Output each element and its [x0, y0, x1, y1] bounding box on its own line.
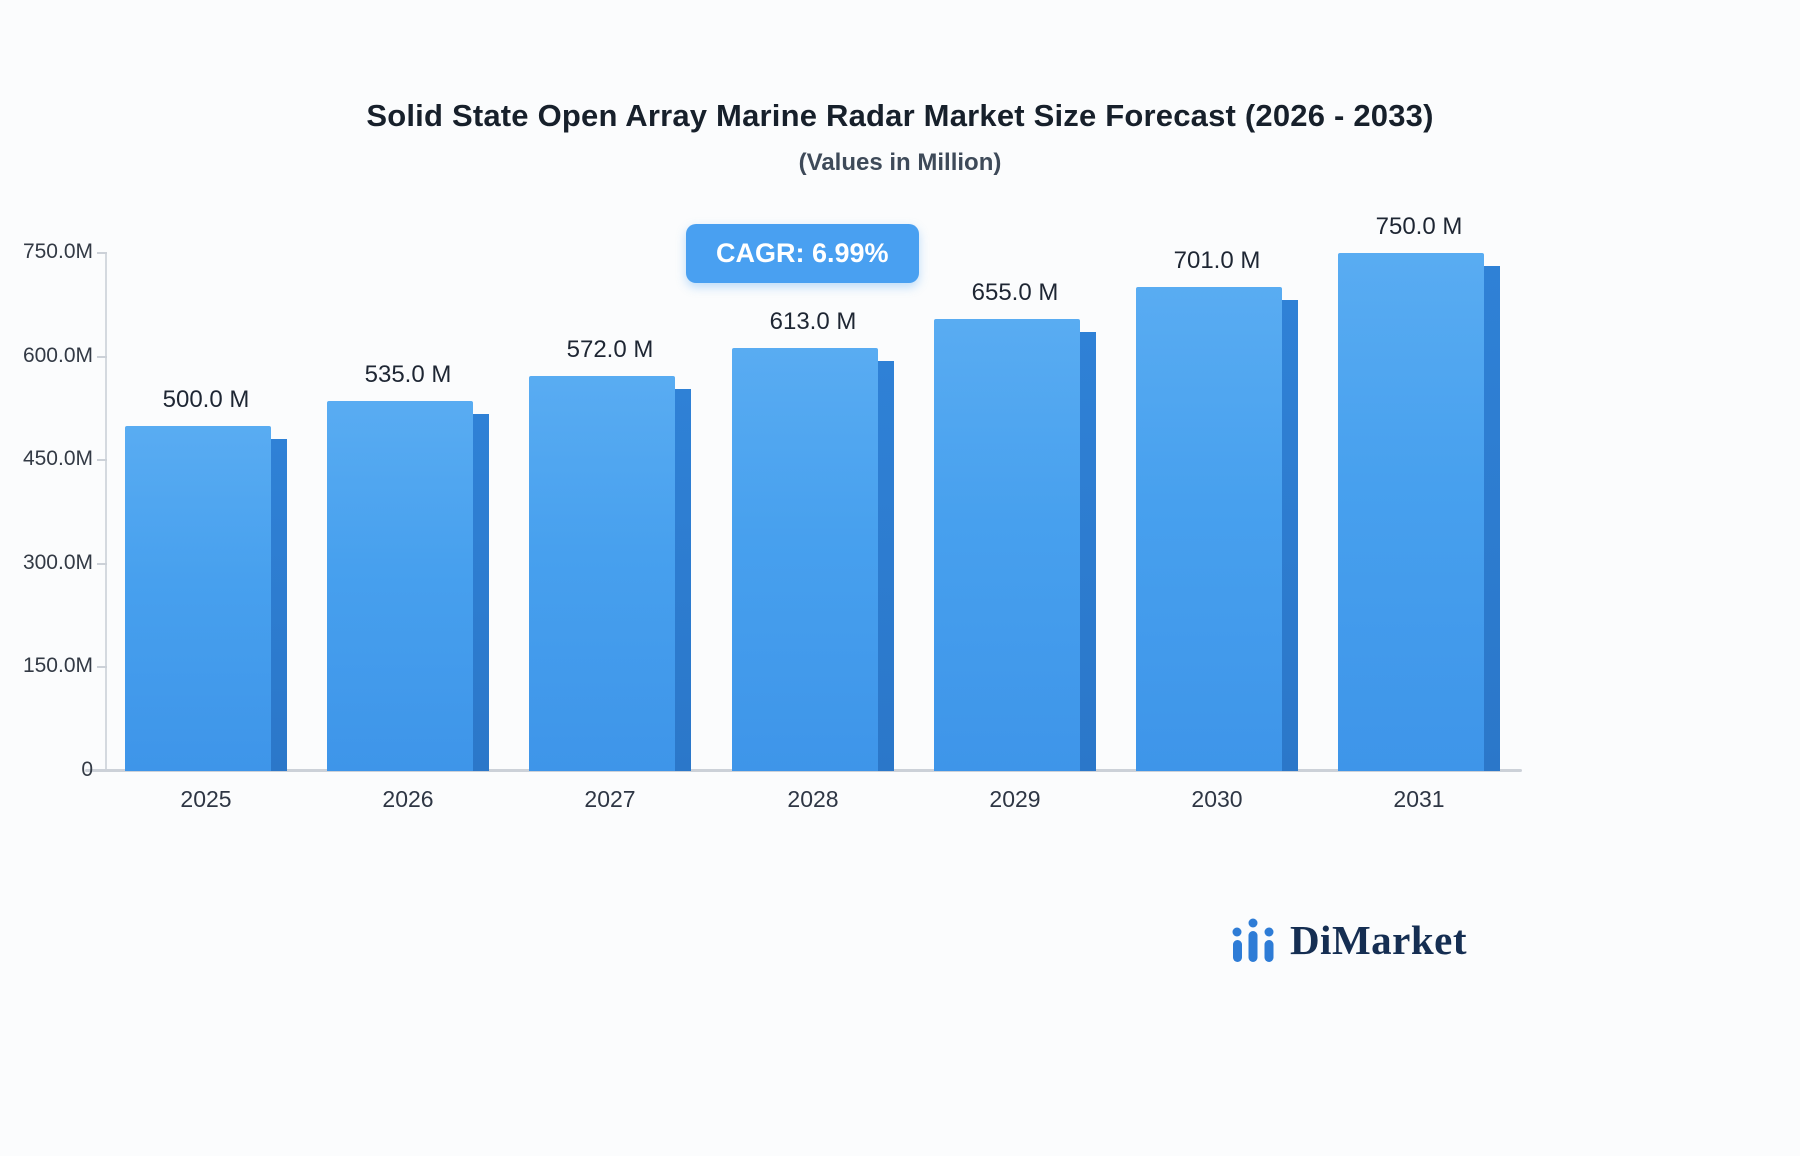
- bar: 535.0 M: [327, 361, 489, 771]
- y-axis-line: [105, 253, 107, 771]
- y-axis-label: 300.0M: [22, 551, 93, 574]
- x-axis-label: 2027: [584, 786, 636, 812]
- bar-face: [529, 376, 675, 771]
- bar-value-label: 750.0 M: [1375, 213, 1463, 240]
- bar-face: [934, 319, 1080, 771]
- bar-face: [1136, 287, 1282, 771]
- bar-side-shadow: [1282, 300, 1298, 771]
- bar-value-label: 613.0 M: [769, 308, 857, 335]
- bar-side-shadow: [1484, 266, 1500, 771]
- y-axis-tick: [97, 770, 107, 772]
- x-axis-label: 2026: [382, 786, 434, 812]
- x-axis-label: 2031: [1393, 786, 1445, 812]
- brand-logo: DiMarket: [1230, 916, 1467, 964]
- plot-area: 500.0 M 535.0 M 572.0 M 613.0 M 655.0 M 701.0…: [105, 213, 1520, 771]
- cagr-badge: CAGR: 6.99%: [686, 224, 919, 283]
- x-axis-label: 2030: [1191, 786, 1243, 812]
- y-axis-tick: [97, 356, 107, 358]
- x-axis-label: 2025: [180, 786, 232, 812]
- bar-side-shadow: [1080, 332, 1096, 771]
- bar-face: [732, 348, 878, 771]
- bar-side-shadow: [271, 439, 287, 771]
- y-axis-label: 150.0M: [22, 654, 93, 677]
- bar-value-label: 701.0 M: [1173, 247, 1261, 274]
- bar: 701.0 M: [1136, 247, 1298, 771]
- bar: 655.0 M: [934, 279, 1096, 771]
- bar-value-label: 655.0 M: [971, 279, 1059, 306]
- bar: 750.0 M: [1338, 213, 1500, 771]
- bar-side-shadow: [473, 414, 489, 771]
- bar-side-shadow: [878, 361, 894, 771]
- chart-subtitle: (Values in Million): [798, 149, 1002, 176]
- y-axis-tick: [97, 459, 107, 461]
- bar-side-shadow: [675, 389, 691, 771]
- bar-face: [125, 426, 271, 771]
- y-axis-label: 450.0M: [22, 447, 93, 470]
- x-axis-label: 2029: [989, 786, 1041, 812]
- bar: 500.0 M: [125, 386, 287, 771]
- y-axis-label: 600.0M: [22, 344, 93, 367]
- y-axis-tick: [97, 666, 107, 668]
- y-axis-tick: [97, 563, 107, 565]
- bar-value-label: 535.0 M: [364, 361, 452, 388]
- y-axis-label: 0: [81, 758, 93, 781]
- bar: 572.0 M: [529, 336, 691, 771]
- bar-face: [1338, 253, 1484, 771]
- brand-logo-text: DiMarket: [1289, 917, 1467, 963]
- bar-value-label: 500.0 M: [162, 386, 250, 413]
- x-axis-label: 2028: [787, 786, 839, 812]
- bar-chart-icon: [1230, 918, 1278, 962]
- bar-face: [327, 401, 473, 771]
- bar-value-label: 572.0 M: [566, 336, 654, 363]
- bar: 613.0 M: [732, 308, 894, 771]
- y-axis-tick: [97, 252, 107, 254]
- chart-title: Solid State Open Array Marine Radar Mark…: [366, 98, 1434, 133]
- y-axis-label: 750.0M: [22, 240, 93, 263]
